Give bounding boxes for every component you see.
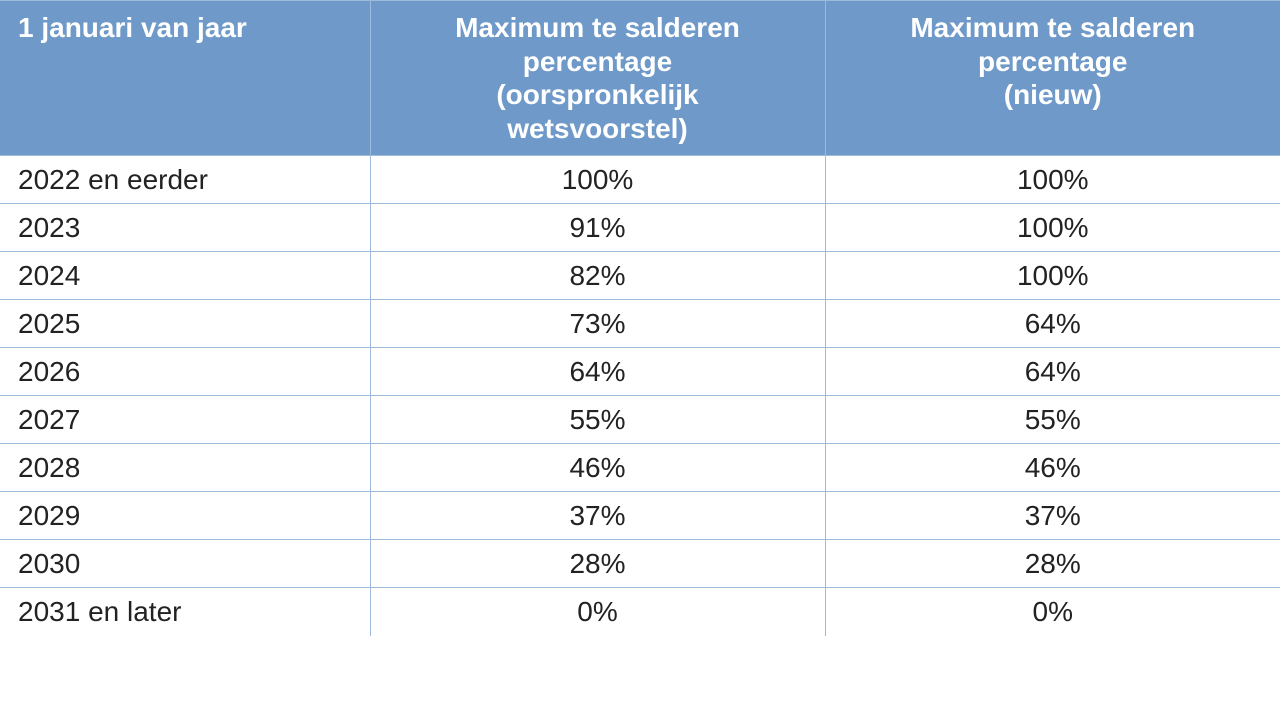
cell-new: 100% xyxy=(825,156,1280,204)
table-row: 2027 55% 55% xyxy=(0,396,1280,444)
cell-new: 0% xyxy=(825,588,1280,636)
cell-new: 46% xyxy=(825,444,1280,492)
cell-new: 100% xyxy=(825,252,1280,300)
cell-new: 64% xyxy=(825,348,1280,396)
cell-new: 100% xyxy=(825,204,1280,252)
table-row: 2023 91% 100% xyxy=(0,204,1280,252)
cell-year: 2031 en later xyxy=(0,588,370,636)
cell-year: 2022 en eerder xyxy=(0,156,370,204)
cell-year: 2025 xyxy=(0,300,370,348)
salderen-table: 1 januari van jaar Maximum te salderenpe… xyxy=(0,0,1280,636)
cell-original: 91% xyxy=(370,204,825,252)
cell-year: 2026 xyxy=(0,348,370,396)
col-header-year: 1 januari van jaar xyxy=(0,1,370,156)
table-row: 2022 en eerder 100% 100% xyxy=(0,156,1280,204)
table-row: 2025 73% 64% xyxy=(0,300,1280,348)
col-header-original: Maximum te salderenpercentage(oorspronke… xyxy=(370,1,825,156)
cell-original: 28% xyxy=(370,540,825,588)
table-row: 2026 64% 64% xyxy=(0,348,1280,396)
cell-year: 2029 xyxy=(0,492,370,540)
cell-year: 2028 xyxy=(0,444,370,492)
cell-original: 55% xyxy=(370,396,825,444)
cell-original: 0% xyxy=(370,588,825,636)
cell-new: 37% xyxy=(825,492,1280,540)
cell-year: 2027 xyxy=(0,396,370,444)
cell-year: 2023 xyxy=(0,204,370,252)
cell-new: 64% xyxy=(825,300,1280,348)
cell-original: 46% xyxy=(370,444,825,492)
col-header-new: Maximum te salderenpercentage(nieuw) xyxy=(825,1,1280,156)
cell-original: 64% xyxy=(370,348,825,396)
table-row: 2031 en later 0% 0% xyxy=(0,588,1280,636)
cell-original: 100% xyxy=(370,156,825,204)
cell-original: 82% xyxy=(370,252,825,300)
table-row: 2030 28% 28% xyxy=(0,540,1280,588)
cell-year: 2030 xyxy=(0,540,370,588)
cell-new: 55% xyxy=(825,396,1280,444)
table-row: 2024 82% 100% xyxy=(0,252,1280,300)
table-row: 2029 37% 37% xyxy=(0,492,1280,540)
cell-original: 37% xyxy=(370,492,825,540)
table-row: 2028 46% 46% xyxy=(0,444,1280,492)
cell-original: 73% xyxy=(370,300,825,348)
table-header-row: 1 januari van jaar Maximum te salderenpe… xyxy=(0,1,1280,156)
cell-new: 28% xyxy=(825,540,1280,588)
cell-year: 2024 xyxy=(0,252,370,300)
